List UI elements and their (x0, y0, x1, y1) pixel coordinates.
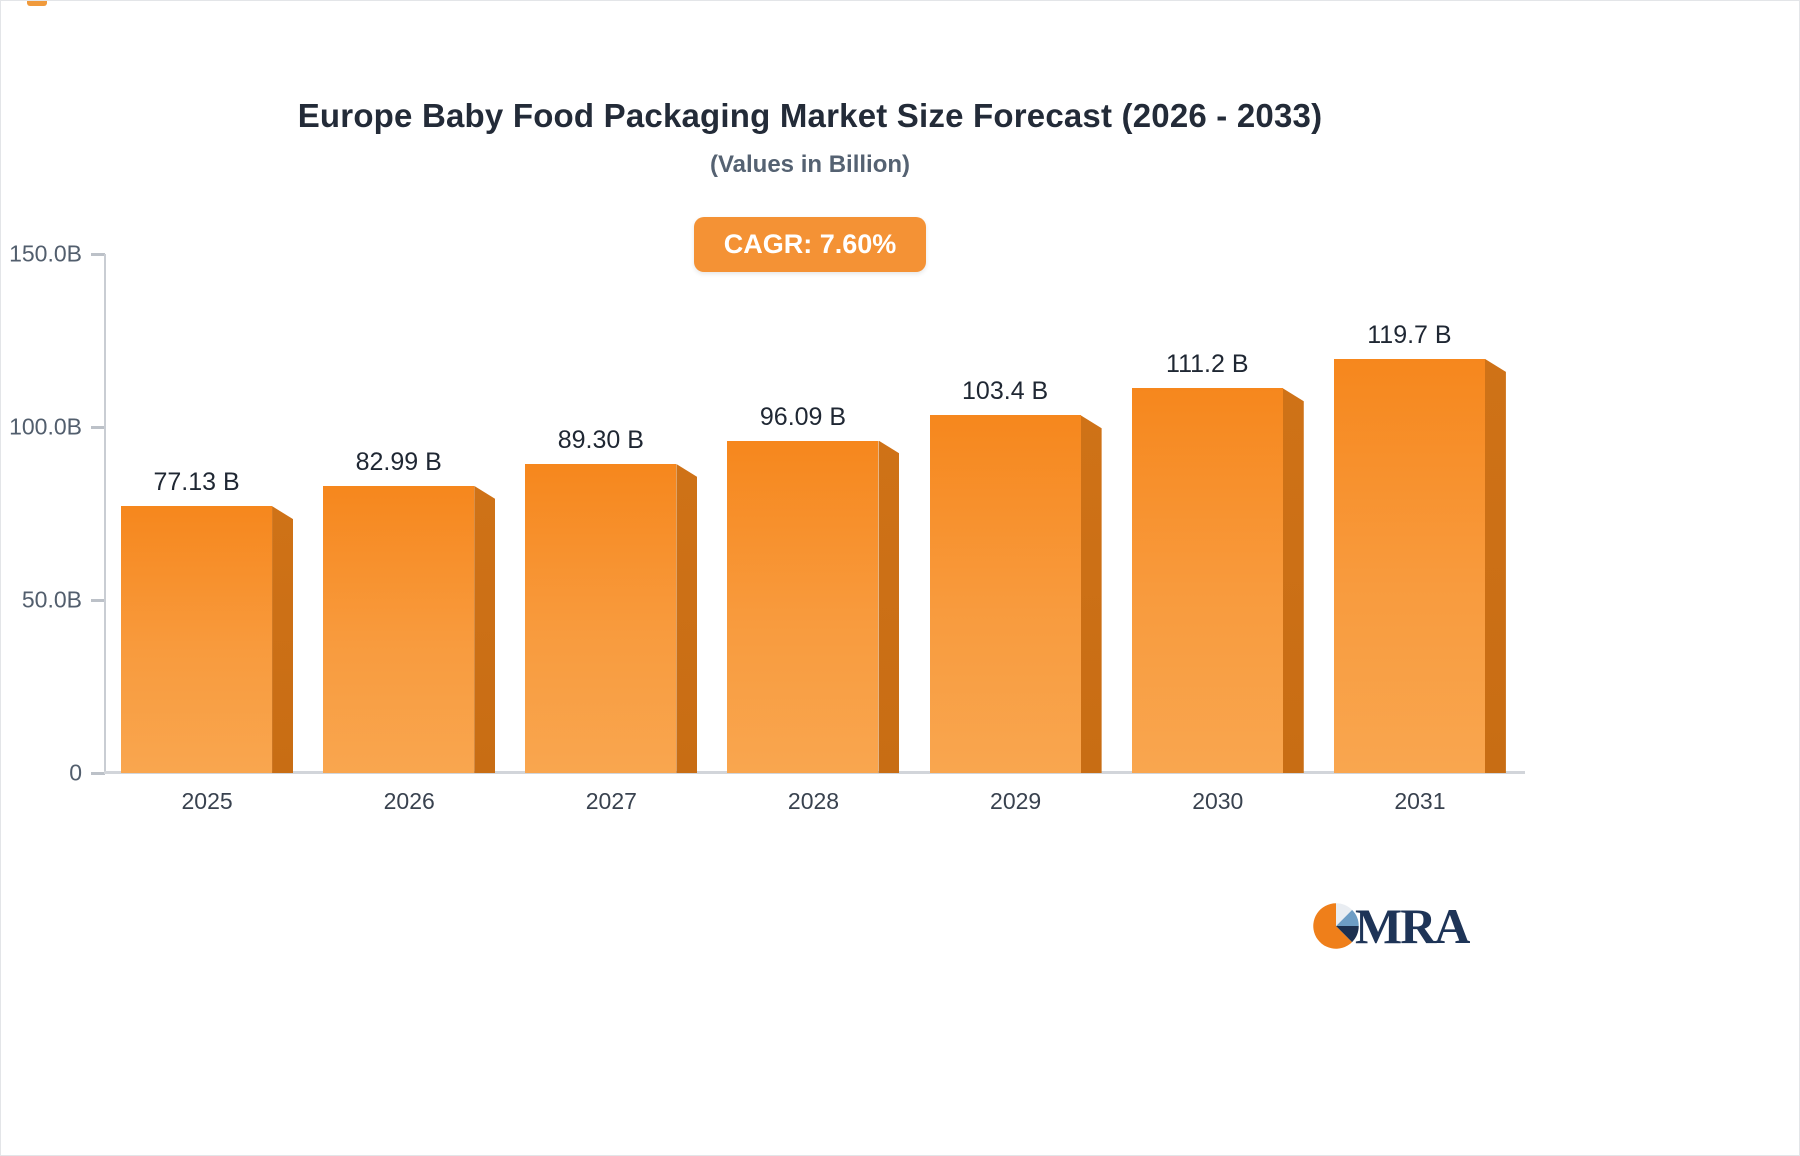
bar-3d-side (1484, 358, 1506, 773)
chart-subtitle: (Values in Billion) (709, 151, 911, 178)
bar-value-label: 96.09 B (759, 402, 847, 431)
y-tick-mark (91, 772, 105, 775)
x-tick-label: 2030 (1192, 788, 1244, 814)
mra-logo: MRA (1311, 897, 1470, 955)
bar-2028: 96.09 B (727, 403, 900, 773)
bar-slot: 77.13 B (106, 254, 308, 773)
bar-value-label: 119.7 B (1367, 320, 1452, 349)
x-tick-label: 2031 (1394, 788, 1446, 814)
y-tick-mark (91, 253, 105, 256)
cagr-badge: CAGR: 7.60% (693, 217, 927, 272)
bar-value-label: 89.30 B (557, 426, 644, 455)
bar-3d-side (1080, 415, 1102, 773)
bar-3d-side (272, 506, 294, 773)
bar-3d-side (1282, 388, 1304, 773)
x-axis-labels: 2025 2026 2027 2028 2029 2030 2031 (106, 788, 1521, 815)
x-tick-label: 2029 (990, 788, 1042, 814)
bar-2026: 82.99 B (323, 448, 496, 773)
y-tick-label: 150.0B (9, 240, 82, 267)
bar-2029: 103.4 B (929, 377, 1102, 773)
y-tick-label: 0 (69, 759, 82, 786)
bar-face (727, 440, 879, 773)
bar-face (929, 415, 1081, 773)
bar-3d-side (878, 440, 900, 773)
y-axis: 150.0B 100.0B 50.0B 0 (1, 241, 106, 786)
x-tick-label: 2025 (181, 788, 233, 814)
bar-value-label: 103.4 B (962, 377, 1049, 406)
chart-title: Europe Baby Food Packaging Market Size F… (297, 97, 1323, 134)
mra-logo-text: MRA (1355, 898, 1470, 954)
bar-value-label: 82.99 B (355, 447, 442, 476)
bar-slot: 119.7 B (1319, 254, 1521, 773)
corner-artifact (27, 1, 47, 6)
bar-value-label: 111.2 B (1166, 350, 1249, 379)
bar-value-label: 77.13 B (153, 468, 240, 497)
y-tick-mark (91, 426, 105, 429)
x-tick-label: 2027 (585, 788, 637, 814)
bar-3d-side (676, 464, 698, 773)
y-tick-mark (91, 599, 105, 602)
bar-face (1333, 358, 1485, 773)
x-tick-label: 2026 (383, 788, 435, 814)
bar-face (121, 506, 273, 773)
bar-slot: 103.4 B (915, 254, 1117, 773)
bar-2031: 119.7 B (1333, 321, 1506, 773)
bar-slot: 96.09 B (712, 254, 914, 773)
y-tick-label: 100.0B (9, 413, 82, 440)
y-tick-label: 50.0B (21, 586, 82, 613)
bar-2027: 89.30 B (525, 426, 698, 773)
bar-slot: 89.30 B (510, 254, 712, 773)
bar-3d-side (474, 485, 496, 773)
chart-header: Europe Baby Food Packaging Market Size F… (1, 97, 1619, 272)
bar-2025: 77.13 B (121, 468, 294, 773)
bar-face (1131, 388, 1283, 773)
bar-2030: 111.2 B (1131, 350, 1304, 773)
plot-area: 77.13 B 82.99 B 89.30 B 96.09 B 103.4 B 111.2… (104, 254, 1525, 774)
bar-face (525, 464, 677, 773)
bar-slot: 82.99 B (308, 254, 510, 773)
mra-logo-icon (1313, 903, 1359, 949)
bar-slot: 111.2 B (1117, 254, 1319, 773)
x-tick-label: 2028 (787, 788, 840, 814)
y-axis-line (104, 254, 106, 773)
bar-series: 77.13 B 82.99 B 89.30 B 96.09 B 103.4 B 111.2… (106, 254, 1521, 773)
bar-face (323, 485, 475, 773)
